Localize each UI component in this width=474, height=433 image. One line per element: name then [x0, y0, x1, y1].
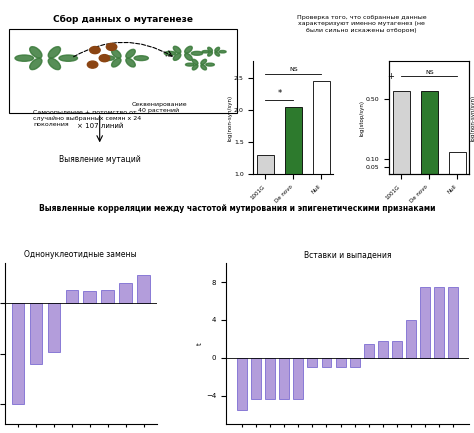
Bar — [119, 283, 132, 304]
Text: NS: NS — [425, 70, 434, 75]
Circle shape — [87, 61, 98, 68]
Bar — [12, 304, 24, 404]
Text: Выявление мутаций: Выявление мутаций — [59, 155, 141, 164]
Bar — [406, 320, 416, 358]
Bar — [83, 291, 96, 304]
Text: Самоопыление + потомство от
случайно выбранных семян x 24
поколения: Самоопыление + потомство от случайно выб… — [33, 110, 141, 127]
Text: Сбор данных о мутагенезе: Сбор данных о мутагенезе — [54, 15, 193, 24]
Bar — [285, 107, 302, 239]
Bar — [293, 358, 303, 399]
Text: Проверка того, что собранные данные
характеризуют именно мутагенез (не
были силь: Проверка того, что собранные данные хара… — [297, 15, 426, 33]
Bar — [378, 341, 388, 358]
Ellipse shape — [48, 47, 61, 58]
Text: Выявленные корреляции между частотой мутирования и эпигенетическими признаками: Выявленные корреляции между частотой мут… — [39, 204, 435, 213]
FancyBboxPatch shape — [9, 29, 237, 113]
Ellipse shape — [111, 58, 121, 67]
Ellipse shape — [201, 59, 207, 65]
Bar — [350, 358, 360, 368]
Y-axis label: t: t — [197, 343, 203, 345]
Circle shape — [99, 55, 109, 62]
Text: NS: NS — [289, 68, 298, 72]
Bar — [251, 358, 261, 399]
Text: *: * — [277, 89, 282, 98]
Bar — [393, 91, 410, 174]
Circle shape — [90, 46, 100, 54]
Bar — [321, 358, 331, 368]
Ellipse shape — [30, 47, 42, 58]
Ellipse shape — [185, 46, 192, 53]
Ellipse shape — [206, 63, 214, 66]
Ellipse shape — [208, 52, 212, 56]
Bar — [101, 290, 114, 304]
Bar — [434, 287, 444, 358]
Bar — [29, 304, 42, 364]
Ellipse shape — [185, 63, 194, 66]
Ellipse shape — [15, 55, 34, 61]
Ellipse shape — [126, 58, 135, 67]
Ellipse shape — [30, 58, 42, 70]
Title: Вставки и выпадения: Вставки и выпадения — [304, 250, 392, 259]
Bar — [47, 304, 60, 352]
Ellipse shape — [59, 55, 77, 61]
Ellipse shape — [191, 52, 203, 55]
Ellipse shape — [201, 65, 207, 70]
Ellipse shape — [164, 52, 176, 55]
Ellipse shape — [215, 52, 219, 56]
Ellipse shape — [48, 58, 61, 70]
Circle shape — [106, 43, 117, 50]
Ellipse shape — [208, 47, 212, 52]
Bar — [392, 341, 402, 358]
Ellipse shape — [215, 47, 219, 52]
Ellipse shape — [100, 56, 115, 61]
Bar — [448, 287, 458, 358]
Bar — [308, 358, 317, 368]
Text: Секвенирование
40 растений: Секвенирование 40 растений — [131, 102, 187, 113]
Bar — [265, 358, 275, 399]
Y-axis label: log(non-syn/syn): log(non-syn/syn) — [228, 95, 232, 141]
Ellipse shape — [173, 53, 181, 60]
Bar — [257, 155, 274, 239]
Ellipse shape — [111, 49, 121, 58]
Ellipse shape — [134, 56, 148, 61]
Bar — [364, 344, 374, 358]
Bar — [65, 290, 78, 304]
Ellipse shape — [192, 59, 198, 65]
Ellipse shape — [185, 53, 192, 60]
Title: Однонуклеотидные замены: Однонуклеотидные замены — [25, 250, 137, 259]
Ellipse shape — [192, 65, 198, 70]
Y-axis label: log(stop/syn): log(stop/syn) — [360, 100, 365, 136]
Y-axis label: log(non-syn/syn): log(non-syn/syn) — [471, 95, 474, 141]
Ellipse shape — [202, 51, 209, 53]
Ellipse shape — [219, 51, 226, 53]
Bar — [420, 287, 430, 358]
Bar — [336, 358, 346, 368]
Bar — [313, 81, 330, 239]
Bar — [421, 91, 438, 174]
Bar — [237, 358, 247, 410]
Text: × 107 линий: × 107 линий — [76, 123, 123, 129]
Ellipse shape — [126, 49, 135, 58]
Bar — [279, 358, 289, 399]
Bar — [137, 275, 150, 304]
Text: +: + — [387, 72, 393, 81]
Bar — [449, 152, 465, 174]
Ellipse shape — [173, 46, 181, 53]
